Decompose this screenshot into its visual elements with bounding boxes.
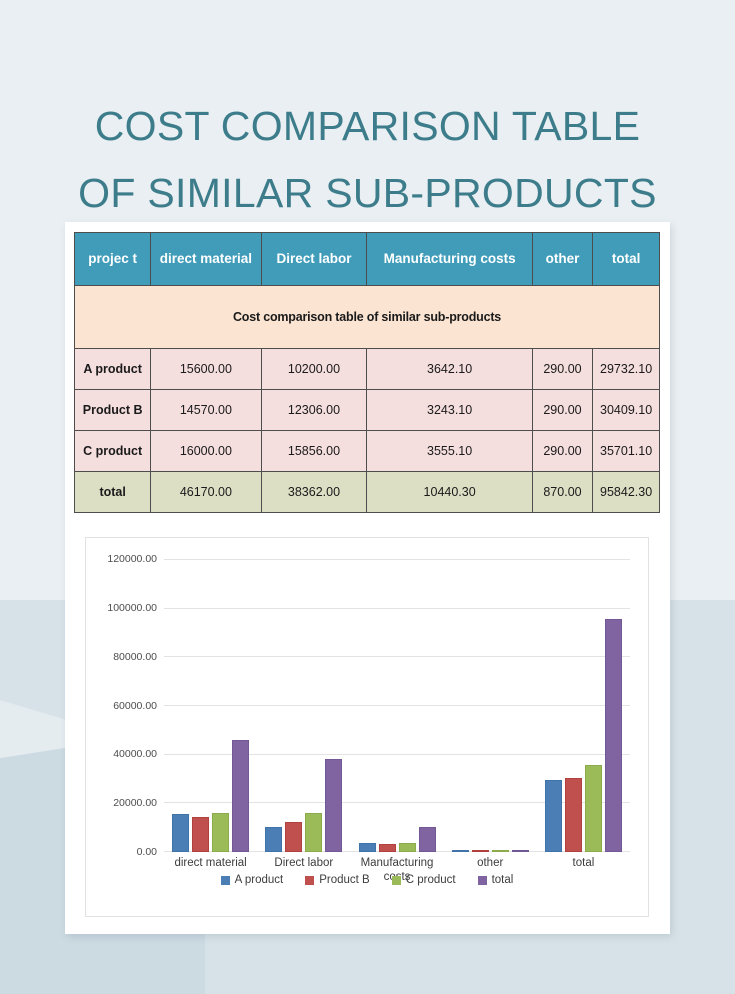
page-title-line-1: COST COMPARISON TABLE bbox=[94, 103, 641, 150]
bar-chart-panel: 0.00 20000.00 40000.00 60000.00 80000.00 1000… bbox=[85, 537, 649, 917]
chart-plot-area: 0.00 20000.00 40000.00 60000.00 80000.00 1000… bbox=[107, 553, 630, 858]
cell-direct-material: 14570.00 bbox=[150, 389, 262, 431]
chart-y-tick-label: 0.00 bbox=[136, 846, 157, 858]
chart-y-tick-label: 80000.00 bbox=[113, 650, 157, 663]
cell-manufacturing-costs: 10440.30 bbox=[366, 471, 533, 513]
chart-bar[interactable] bbox=[358, 843, 376, 852]
chart-bar[interactable] bbox=[212, 813, 230, 852]
chart-bar[interactable] bbox=[325, 758, 343, 852]
chart-bar-group bbox=[164, 560, 257, 852]
table-row[interactable]: A product 15600.00 10200.00 3642.10 290.… bbox=[73, 348, 660, 390]
chart-bar[interactable] bbox=[378, 844, 396, 852]
chart-legend-item[interactable]: A product bbox=[220, 874, 284, 886]
chart-bar[interactable] bbox=[564, 778, 582, 852]
legend-swatch-icon bbox=[477, 875, 487, 885]
cell-other: 870.00 bbox=[531, 471, 594, 513]
chart-legend-label: C product bbox=[405, 874, 456, 886]
chart-bar[interactable] bbox=[451, 850, 469, 852]
column-header-total[interactable]: total bbox=[592, 232, 660, 286]
chart-bar[interactable] bbox=[192, 816, 210, 852]
cell-total: 29732.10 bbox=[592, 348, 660, 390]
page-title-line-2: OF SIMILAR SUB-PRODUCTS bbox=[78, 169, 657, 216]
chart-gridline: 120000.00 bbox=[107, 553, 630, 565]
chart-bar[interactable] bbox=[172, 814, 190, 852]
page-title: COST COMPARISON TABLE OF SIMILAR SUB-PRO… bbox=[0, 93, 735, 226]
legend-swatch-icon bbox=[220, 875, 230, 885]
cell-total: 35701.10 bbox=[592, 430, 660, 472]
chart-bar[interactable] bbox=[511, 849, 529, 852]
column-header-direct-labor[interactable]: Direct labor bbox=[260, 232, 368, 286]
table-caption-row: Cost comparison table of similar sub-pro… bbox=[74, 285, 660, 349]
chart-bar[interactable] bbox=[471, 850, 489, 852]
cell-direct-material: 46170.00 bbox=[150, 471, 262, 513]
cell-direct-material: 15600.00 bbox=[150, 348, 262, 390]
chart-legend-item[interactable]: Product B bbox=[305, 874, 370, 886]
chart-bar[interactable] bbox=[584, 765, 602, 852]
chart-bar[interactable] bbox=[398, 843, 416, 852]
chart-bar[interactable] bbox=[305, 813, 323, 852]
cell-direct-labor: 15856.00 bbox=[260, 430, 368, 472]
chart-legend-item[interactable]: C product bbox=[391, 874, 456, 886]
chart-bar[interactable] bbox=[418, 826, 436, 852]
row-label: A product bbox=[73, 348, 152, 390]
chart-legend-label: A product bbox=[234, 874, 284, 886]
chart-y-tick-label: 40000.00 bbox=[113, 748, 157, 761]
chart-bar-group bbox=[350, 560, 443, 852]
column-header-project[interactable]: projec t bbox=[73, 232, 152, 286]
row-label: Product B bbox=[73, 389, 152, 431]
cell-manufacturing-costs: 3243.10 bbox=[366, 389, 533, 431]
column-header-direct-material[interactable]: direct material bbox=[150, 232, 262, 286]
cell-other: 290.00 bbox=[531, 389, 594, 431]
chart-bar-groups bbox=[164, 560, 630, 852]
chart-legend: A product Product B C product total bbox=[86, 874, 648, 886]
cell-direct-labor: 38362.00 bbox=[260, 471, 368, 513]
cell-total: 95842.30 bbox=[592, 471, 660, 513]
chart-legend-label: total bbox=[491, 874, 514, 886]
chart-y-tick-label: 100000.00 bbox=[107, 601, 157, 614]
legend-swatch-icon bbox=[305, 875, 315, 885]
table-row[interactable]: C product 16000.00 15856.00 3555.10 290.… bbox=[73, 430, 660, 472]
cell-direct-labor: 12306.00 bbox=[260, 389, 368, 431]
chart-bar[interactable] bbox=[544, 779, 562, 852]
chart-bar[interactable] bbox=[604, 618, 622, 852]
chart-bar[interactable] bbox=[265, 827, 283, 852]
chart-bar[interactable] bbox=[232, 739, 250, 852]
cell-manufacturing-costs: 3642.10 bbox=[366, 348, 533, 390]
table-row[interactable]: Product B 14570.00 12306.00 3243.10 290.… bbox=[73, 389, 660, 431]
chart-bar-group bbox=[444, 560, 537, 852]
cell-manufacturing-costs: 3555.10 bbox=[366, 430, 533, 472]
column-header-other[interactable]: other bbox=[531, 232, 594, 286]
cell-direct-material: 16000.00 bbox=[150, 430, 262, 472]
column-header-manufacturing-costs[interactable]: Manufacturing costs bbox=[366, 232, 533, 286]
cost-comparison-table: Cost comparison table of similar sub-pro… bbox=[73, 232, 660, 513]
content-card: Cost comparison table of similar sub-pro… bbox=[65, 222, 670, 934]
chart-legend-label: Product B bbox=[319, 874, 370, 886]
chart-bar-group bbox=[257, 560, 350, 852]
row-label: C product bbox=[73, 430, 152, 472]
chart-bar[interactable] bbox=[491, 850, 509, 852]
chart-bar-group bbox=[537, 560, 630, 852]
row-label: total bbox=[73, 471, 152, 513]
chart-y-tick-label: 120000.00 bbox=[107, 553, 157, 565]
chart-inner: 0.00 20000.00 40000.00 60000.00 80000.00 1000… bbox=[86, 538, 648, 916]
chart-y-tick-label: 60000.00 bbox=[113, 699, 157, 712]
chart-bar[interactable] bbox=[285, 822, 303, 852]
cell-other: 290.00 bbox=[531, 348, 594, 390]
chart-legend-item[interactable]: total bbox=[477, 874, 514, 886]
chart-y-tick-label: 20000.00 bbox=[113, 797, 157, 810]
cell-other: 290.00 bbox=[531, 430, 594, 472]
legend-swatch-icon bbox=[391, 875, 401, 885]
table-header-row: projec t direct material Direct labor Ma… bbox=[73, 232, 660, 286]
cell-direct-labor: 10200.00 bbox=[260, 348, 368, 390]
table-caption: Cost comparison table of similar sub-pro… bbox=[74, 285, 660, 349]
cell-total: 30409.10 bbox=[592, 389, 660, 431]
table-total-row[interactable]: total 46170.00 38362.00 10440.30 870.00 … bbox=[73, 471, 660, 513]
